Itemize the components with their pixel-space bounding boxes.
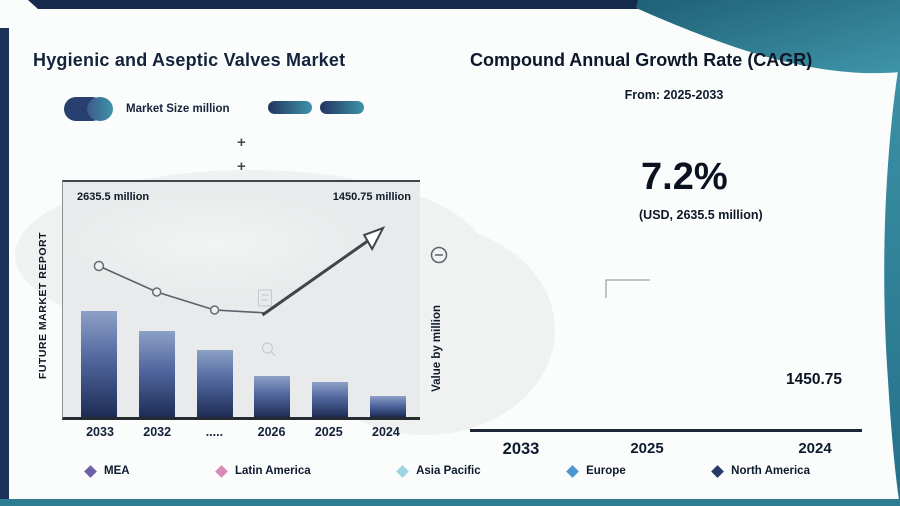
value-annotation-2033: 2635.5 million [77, 191, 150, 203]
legend-item-latin-america: Latin America [215, 464, 311, 478]
cagr-title: Compound Annual Growth Rate (CAGR) [470, 50, 813, 70]
legend-label: MEA [104, 465, 130, 477]
cagr-chart [470, 160, 862, 432]
legend-item-europe: Europe [566, 464, 626, 478]
plus-decoration-icon: + [237, 134, 246, 151]
cagr-x-tick-2025: 2025 [630, 440, 664, 457]
value-annotation-2024: 1450.75 million [332, 191, 411, 203]
left-chart-title: Hygienic and Aseptic Valves Market [33, 50, 346, 70]
cagr-value: 7.2% [641, 156, 728, 198]
plus-decoration-icon: + [237, 158, 246, 175]
value-axis-label-text: Value by million [431, 304, 443, 392]
market-size-bar-2032 [138, 331, 175, 417]
legend-item-north-america: North America [711, 464, 810, 478]
market-size-legend: Market Size million [62, 94, 230, 124]
pill-icon [268, 101, 312, 114]
market-size-xaxis: 2033 2032 ..... 2026 2025 2024 [62, 425, 420, 439]
market-size-chart: 2635.5 million 1450.75 million [62, 180, 420, 420]
market-size-bar-..... [196, 350, 233, 417]
market-size-bar-2026 [254, 375, 291, 417]
legend-diamond-icon [396, 464, 409, 478]
bracket-decoration [605, 279, 650, 298]
market-size-bars [81, 182, 406, 417]
legend-label: Latin America [235, 465, 311, 477]
legend-label: Europe [586, 465, 626, 477]
legend-item-mea: MEA [84, 464, 130, 478]
legend-diamond-icon [566, 464, 579, 478]
pill-icon [320, 101, 364, 114]
cagr-subtitle: From: 2025-2033 [624, 88, 724, 102]
scale-pills [268, 101, 364, 114]
legend-label: Asia Pacific [416, 465, 481, 477]
market-size-bar-2024 [369, 396, 406, 417]
value-axis-label: Value by million [429, 284, 445, 412]
side-label-text: FUTURE MARKET REPORT [37, 232, 49, 380]
legend-item-asia-pacific: Asia Pacific [396, 464, 481, 478]
x-tick-2025: 2025 [314, 425, 343, 439]
cagr-detail: (USD, 2635.5 million) [639, 208, 763, 222]
future-market-report-label: FUTURE MARKET REPORT [34, 192, 52, 420]
x-tick-2026: 2026 [257, 425, 286, 439]
x-tick-ellipsis: ..... [205, 425, 224, 439]
x-tick-2032: 2032 [143, 425, 172, 439]
cagr-2024-value-label: 1450.75 [786, 371, 843, 388]
legend-diamond-icon [711, 464, 725, 478]
x-tick-2024: 2024 [372, 425, 400, 439]
legend-diamond-icon [84, 464, 97, 478]
legend-label: North America [731, 465, 810, 477]
footer-legend: MEA Latin America Asia Pacific Europe North … [84, 464, 810, 478]
market-size-bar-2033 [81, 311, 117, 417]
cagr-x-tick-2024: 2024 [798, 440, 832, 457]
market-size-legend-label: Market Size million [126, 103, 230, 115]
cylinder-icon [64, 97, 113, 121]
x-tick-2033: 2033 [86, 425, 114, 439]
legend-diamond-icon [215, 464, 228, 478]
trend-line-arrow [93, 226, 386, 357]
circle-minus-icon [430, 246, 448, 264]
market-size-bar-2025 [312, 382, 349, 417]
cagr-x-tick-2033: 2033 [502, 440, 540, 458]
